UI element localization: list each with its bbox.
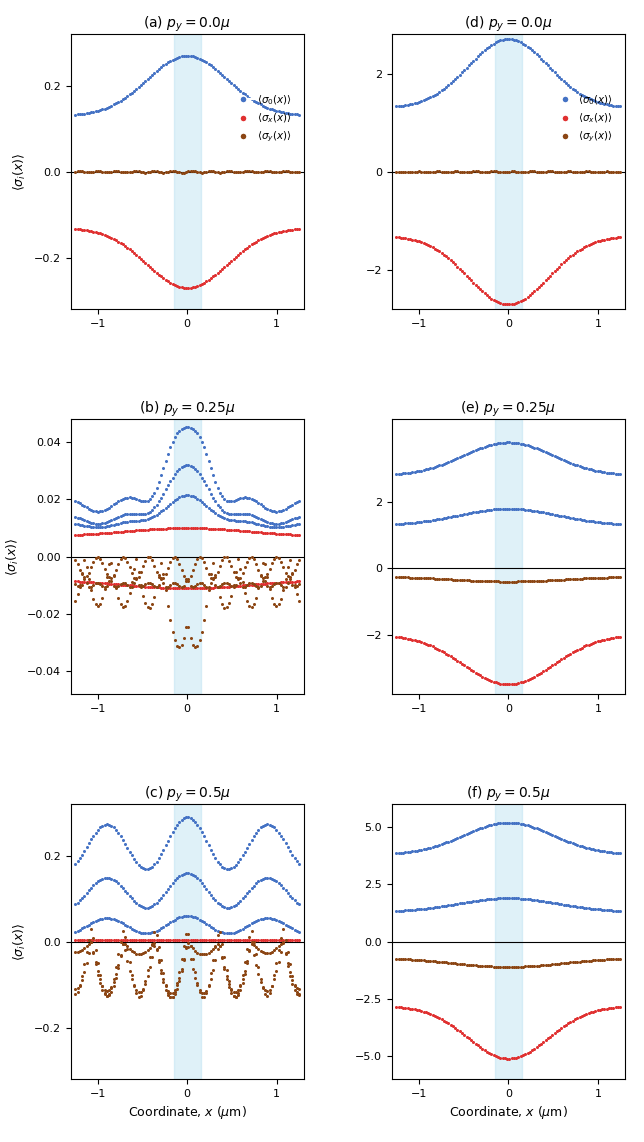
Title: (a) $p_y = 0.0\mu$: (a) $p_y = 0.0\mu$ <box>143 15 231 34</box>
Bar <box>174 34 201 309</box>
Bar <box>495 804 522 1079</box>
X-axis label: Coordinate, $x$ ($\mu$m): Coordinate, $x$ ($\mu$m) <box>128 1104 247 1121</box>
Y-axis label: $\langle\sigma_i(x)\rangle$: $\langle\sigma_i(x)\rangle$ <box>5 538 21 576</box>
Bar <box>495 34 522 309</box>
Y-axis label: $\langle\sigma_i(x)\rangle$: $\langle\sigma_i(x)\rangle$ <box>12 153 28 191</box>
X-axis label: Coordinate, $x$ ($\mu$m): Coordinate, $x$ ($\mu$m) <box>449 1104 568 1121</box>
Title: (e) $p_y = 0.25\mu$: (e) $p_y = 0.25\mu$ <box>460 400 556 419</box>
Title: (f) $p_y = 0.5\mu$: (f) $p_y = 0.5\mu$ <box>466 785 551 804</box>
Bar <box>174 419 201 694</box>
Title: (b) $p_y = 0.25\mu$: (b) $p_y = 0.25\mu$ <box>139 400 236 419</box>
Bar <box>495 419 522 694</box>
Legend: $\langle\sigma_0(x)\rangle$, $\langle\sigma_x(x)\rangle$, $\langle\sigma_y(x)\ra: $\langle\sigma_0(x)\rangle$, $\langle\si… <box>229 89 296 148</box>
Y-axis label: $\langle\sigma_i(x)\rangle$: $\langle\sigma_i(x)\rangle$ <box>12 923 28 960</box>
Bar <box>174 804 201 1079</box>
Legend: $\langle\sigma_0(x)\rangle$, $\langle\sigma_x(x)\rangle$, $\langle\sigma_y(x)\ra: $\langle\sigma_0(x)\rangle$, $\langle\si… <box>550 89 617 148</box>
Title: (c) $p_y = 0.5\mu$: (c) $p_y = 0.5\mu$ <box>144 785 231 804</box>
Title: (d) $p_y = 0.0\mu$: (d) $p_y = 0.0\mu$ <box>464 15 553 34</box>
